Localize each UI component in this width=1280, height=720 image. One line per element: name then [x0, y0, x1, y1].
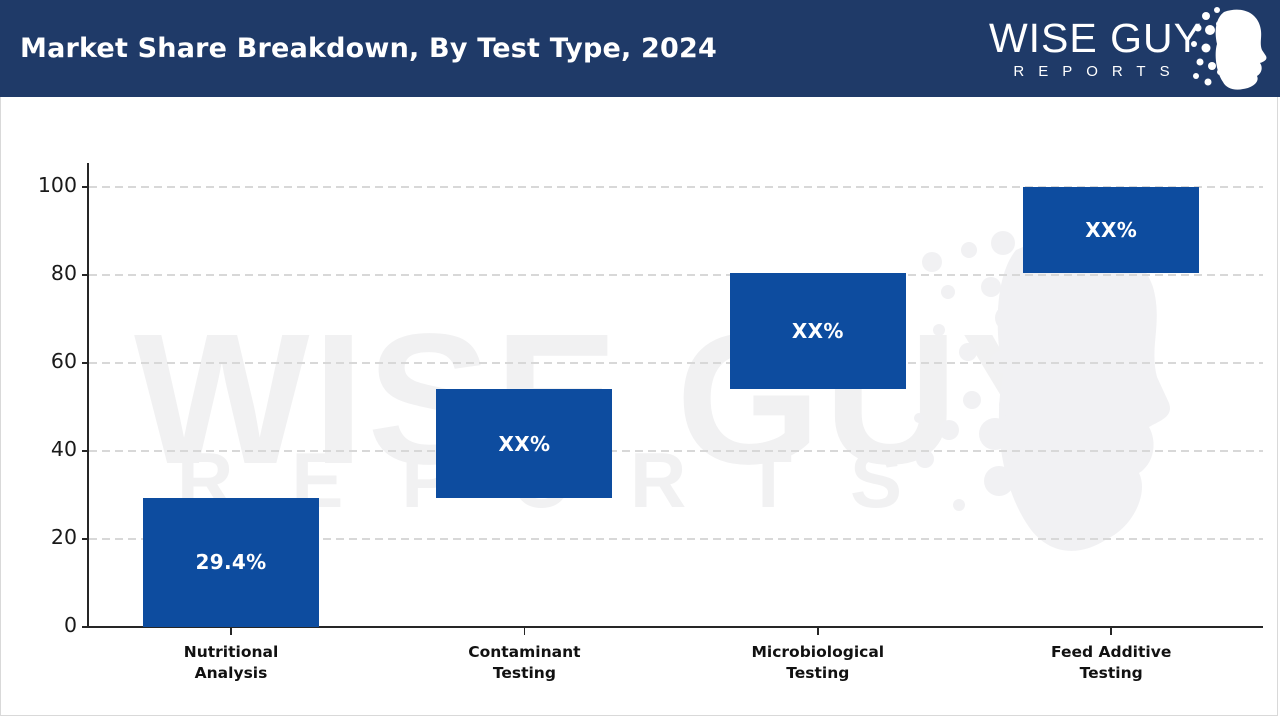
page-title: Market Share Breakdown, By Test Type, 20…: [20, 33, 718, 64]
y-gridline: [89, 274, 1263, 276]
x-axis-label: Feed Additive Testing: [1051, 643, 1172, 682]
y-tick-mark: [82, 538, 89, 540]
brand-name: WISE GUY: [988, 15, 1202, 61]
chart-bar: XX%: [1023, 187, 1200, 273]
x-axis-line: [87, 626, 1263, 628]
brand-subname: REPORTS: [1013, 63, 1184, 80]
y-gridline: [89, 538, 1263, 540]
x-tick-mark: [816, 628, 819, 635]
chart-bar: XX%: [436, 389, 613, 498]
y-tick-label: 40: [50, 437, 77, 461]
chart-canvas: WISE GUY REPORTS 02040608010029.4%Nutrit…: [0, 97, 1278, 716]
y-tick-mark: [82, 362, 89, 364]
header-bar: Market Share Breakdown, By Test Type, 20…: [0, 0, 1280, 97]
bar-value-label: XX%: [791, 319, 844, 344]
watermark-head-graphic: [914, 231, 1170, 551]
bar-value-label: 29.4%: [195, 550, 267, 575]
bar-value-label: XX%: [1085, 217, 1138, 242]
chart-bar: XX%: [729, 272, 906, 390]
x-tick-mark: [523, 628, 526, 635]
x-tick-mark: [1110, 628, 1113, 635]
x-axis-label: Microbiological Testing: [751, 643, 885, 682]
y-tick-label: 0: [63, 613, 77, 637]
y-tick-label: 80: [50, 261, 77, 285]
y-gridline: [89, 186, 1263, 188]
y-tick-label: 20: [50, 525, 77, 549]
logo-head-icon: [1191, 7, 1267, 90]
y-axis-line: [87, 163, 89, 627]
y-tick-mark: [82, 186, 89, 188]
y-tick-mark: [82, 626, 89, 628]
bar-value-label: XX%: [498, 431, 551, 456]
y-gridline: [89, 450, 1263, 452]
y-tick-mark: [82, 450, 89, 452]
x-axis-label: Nutritional Analysis: [183, 643, 279, 682]
y-gridline: [89, 362, 1263, 364]
y-tick-label: 100: [37, 173, 77, 197]
y-tick-label: 60: [50, 349, 77, 373]
brand-logo: WISE GUY REPORTS: [989, 4, 1272, 94]
x-axis-label: Contaminant Testing: [468, 643, 581, 682]
x-tick-mark: [230, 628, 232, 635]
y-tick-mark: [82, 274, 89, 276]
chart-bar: 29.4%: [143, 497, 319, 627]
